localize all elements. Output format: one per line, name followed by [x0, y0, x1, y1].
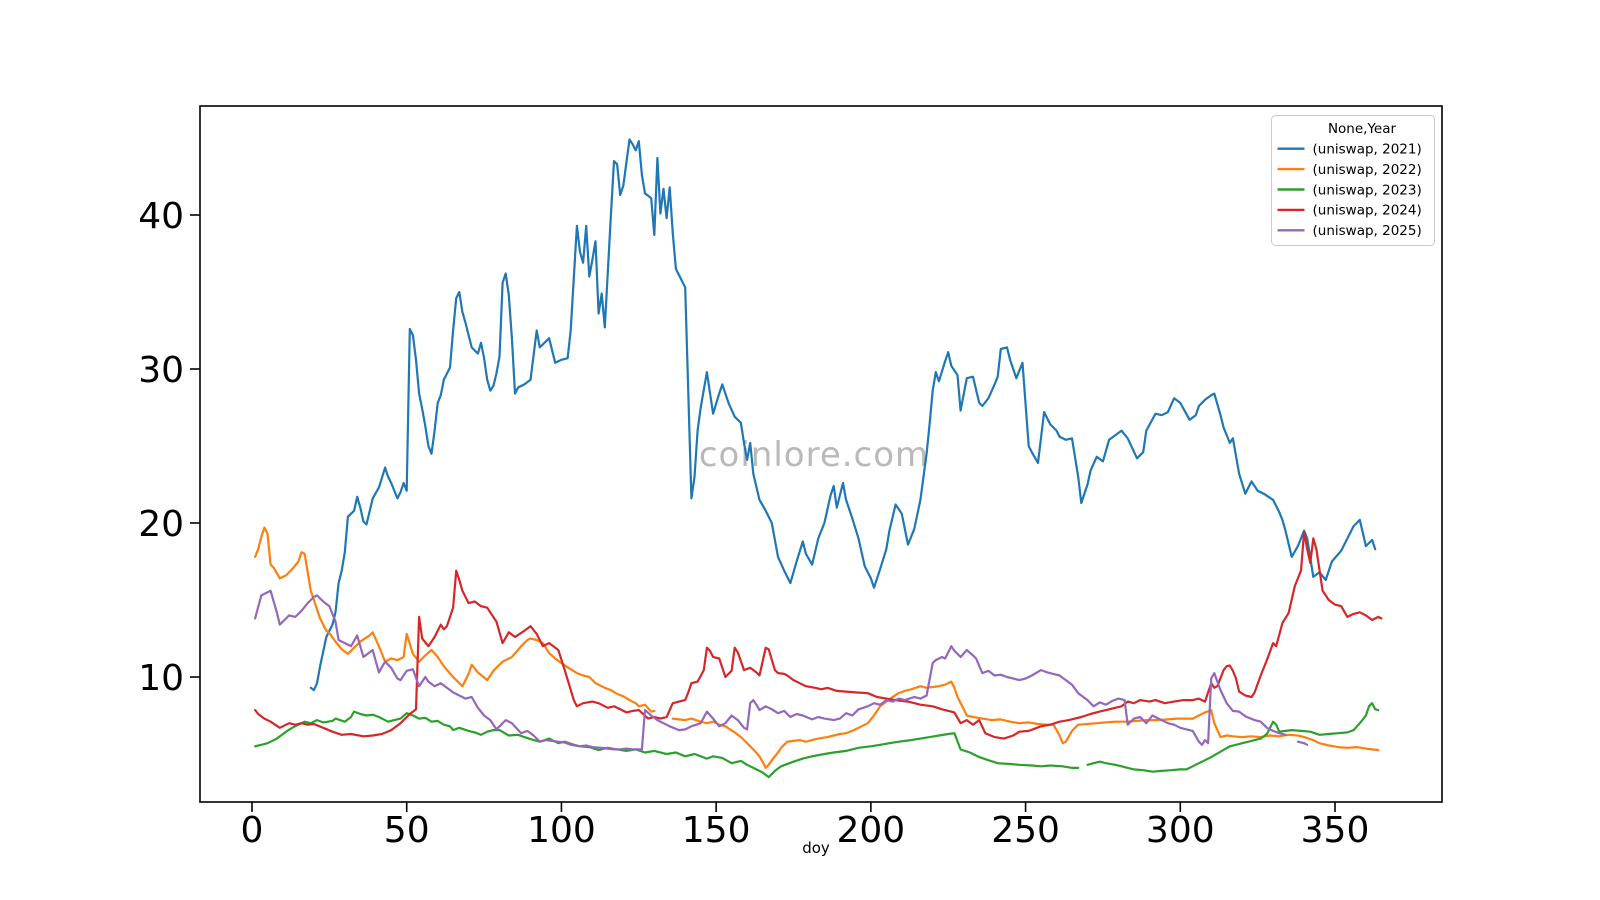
plot-border	[199, 105, 1443, 803]
legend-label-2025: (uniswap, 2025)	[1313, 223, 1422, 239]
y-tick-label: 20	[138, 504, 184, 545]
y-tick-label: 40	[138, 196, 184, 237]
series-lines	[254, 138, 1383, 779]
x-axis-ticks: 0 50 100 150 200 250 300 350	[241, 802, 1370, 851]
y-tick-label: 30	[138, 350, 184, 391]
legend: None,Year (uniswap, 2021) (uniswap, 2022) (…	[1271, 115, 1435, 246]
series-line-2021	[309, 138, 1377, 692]
x-tick-label: 150	[682, 810, 751, 851]
x-tick-label: 200	[837, 810, 906, 851]
legend-label-2024: (uniswap, 2024)	[1313, 203, 1422, 219]
y-tick-label: 10	[138, 658, 184, 699]
series-line-2022	[254, 526, 656, 713]
legend-label-2021: (uniswap, 2021)	[1313, 142, 1422, 158]
x-tick-label: 300	[1146, 810, 1215, 851]
series-line-2023	[1086, 702, 1380, 773]
x-tick-label: 50	[384, 810, 430, 851]
watermark: coinlore.com	[699, 435, 929, 475]
x-tick-label: 350	[1301, 810, 1370, 851]
legend-label-2023: (uniswap, 2023)	[1313, 182, 1422, 198]
series-line-2024	[254, 531, 1383, 740]
legend-label-2022: (uniswap, 2022)	[1313, 162, 1422, 178]
x-tick-label: 100	[527, 810, 596, 851]
legend-title: None,Year	[1328, 121, 1397, 137]
y-axis-ticks: 10 20 30 40	[138, 196, 200, 699]
series-line-2022	[671, 680, 1380, 770]
x-axis-label: doy	[802, 839, 830, 857]
legend-box	[1271, 115, 1435, 246]
series-line-2025	[1296, 740, 1309, 746]
series-line-2025	[254, 589, 1287, 751]
x-tick-label: 0	[241, 810, 264, 851]
series-line-2023	[254, 710, 1080, 779]
x-tick-label: 250	[991, 810, 1060, 851]
